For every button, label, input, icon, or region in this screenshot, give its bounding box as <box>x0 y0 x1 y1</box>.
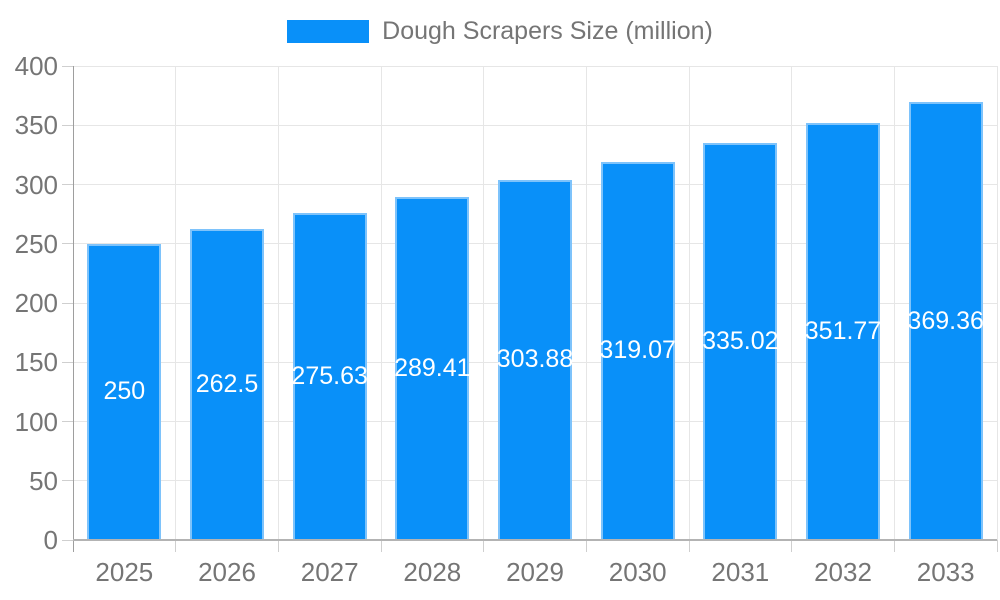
y-tick <box>62 539 73 541</box>
x-gridline <box>791 66 793 540</box>
x-tick-label: 2033 <box>916 557 975 587</box>
y-tick <box>62 65 73 67</box>
x-gridline <box>585 66 587 540</box>
y-tick-label: 100 <box>14 406 58 437</box>
x-tick <box>585 540 587 552</box>
y-tick <box>62 480 73 482</box>
y-tick <box>62 421 73 422</box>
x-tick-label: 2028 <box>403 557 462 587</box>
x-tick-label: 2027 <box>300 557 359 587</box>
legend-swatch <box>287 19 370 43</box>
y-tick <box>62 302 73 304</box>
y-gridline <box>73 65 997 67</box>
x-gridline <box>996 66 998 540</box>
bar-2029[interactable] <box>498 179 572 540</box>
y-axis-line <box>72 66 74 552</box>
x-tick-label: 2032 <box>814 557 872 587</box>
bar-2028[interactable] <box>395 197 470 540</box>
x-axis-line <box>73 539 997 541</box>
legend[interactable]: Dough Scrapers Size (million) <box>0 16 1000 46</box>
y-tick <box>62 361 73 363</box>
x-tick <box>996 540 998 552</box>
x-tick-label: 2030 <box>608 557 667 587</box>
bar-2027[interactable] <box>292 213 367 540</box>
x-tick-label: 2026 <box>198 557 256 587</box>
x-tick <box>688 540 690 552</box>
legend-label: Dough Scrapers Size (million) <box>382 16 713 45</box>
x-gridline <box>483 66 485 540</box>
y-tick-label: 350 <box>14 110 58 141</box>
y-tick <box>62 184 73 185</box>
x-gridline <box>380 66 382 540</box>
y-tick-label: 250 <box>14 228 58 259</box>
y-tick-label: 150 <box>14 347 58 378</box>
y-tick-label: 300 <box>14 169 58 200</box>
bar-2031[interactable] <box>703 143 778 540</box>
x-tick <box>277 540 279 552</box>
bar-2030[interactable] <box>600 161 675 540</box>
y-tick-label: 50 <box>29 465 58 496</box>
x-gridline <box>277 66 279 540</box>
bar-2033[interactable] <box>908 102 983 540</box>
y-tick-label: 0 <box>43 525 58 555</box>
x-tick <box>893 540 895 552</box>
x-tick <box>380 540 382 552</box>
bar-2025[interactable] <box>87 243 162 540</box>
bar-2026[interactable] <box>190 228 264 540</box>
y-gridline <box>73 124 997 126</box>
x-tick-label: 2029 <box>506 557 564 587</box>
x-gridline <box>175 66 177 540</box>
x-tick-label: 2031 <box>711 557 770 587</box>
x-gridline <box>893 66 895 540</box>
y-tick-label: 400 <box>14 51 58 81</box>
x-tick-label: 2025 <box>95 557 154 587</box>
bar-2032[interactable] <box>806 123 880 540</box>
y-tick <box>62 243 73 245</box>
x-tick <box>791 540 793 552</box>
y-tick <box>62 124 73 126</box>
y-tick-label: 200 <box>14 288 58 318</box>
x-gridline <box>688 66 690 540</box>
x-tick <box>483 540 485 552</box>
x-tick <box>175 540 177 552</box>
